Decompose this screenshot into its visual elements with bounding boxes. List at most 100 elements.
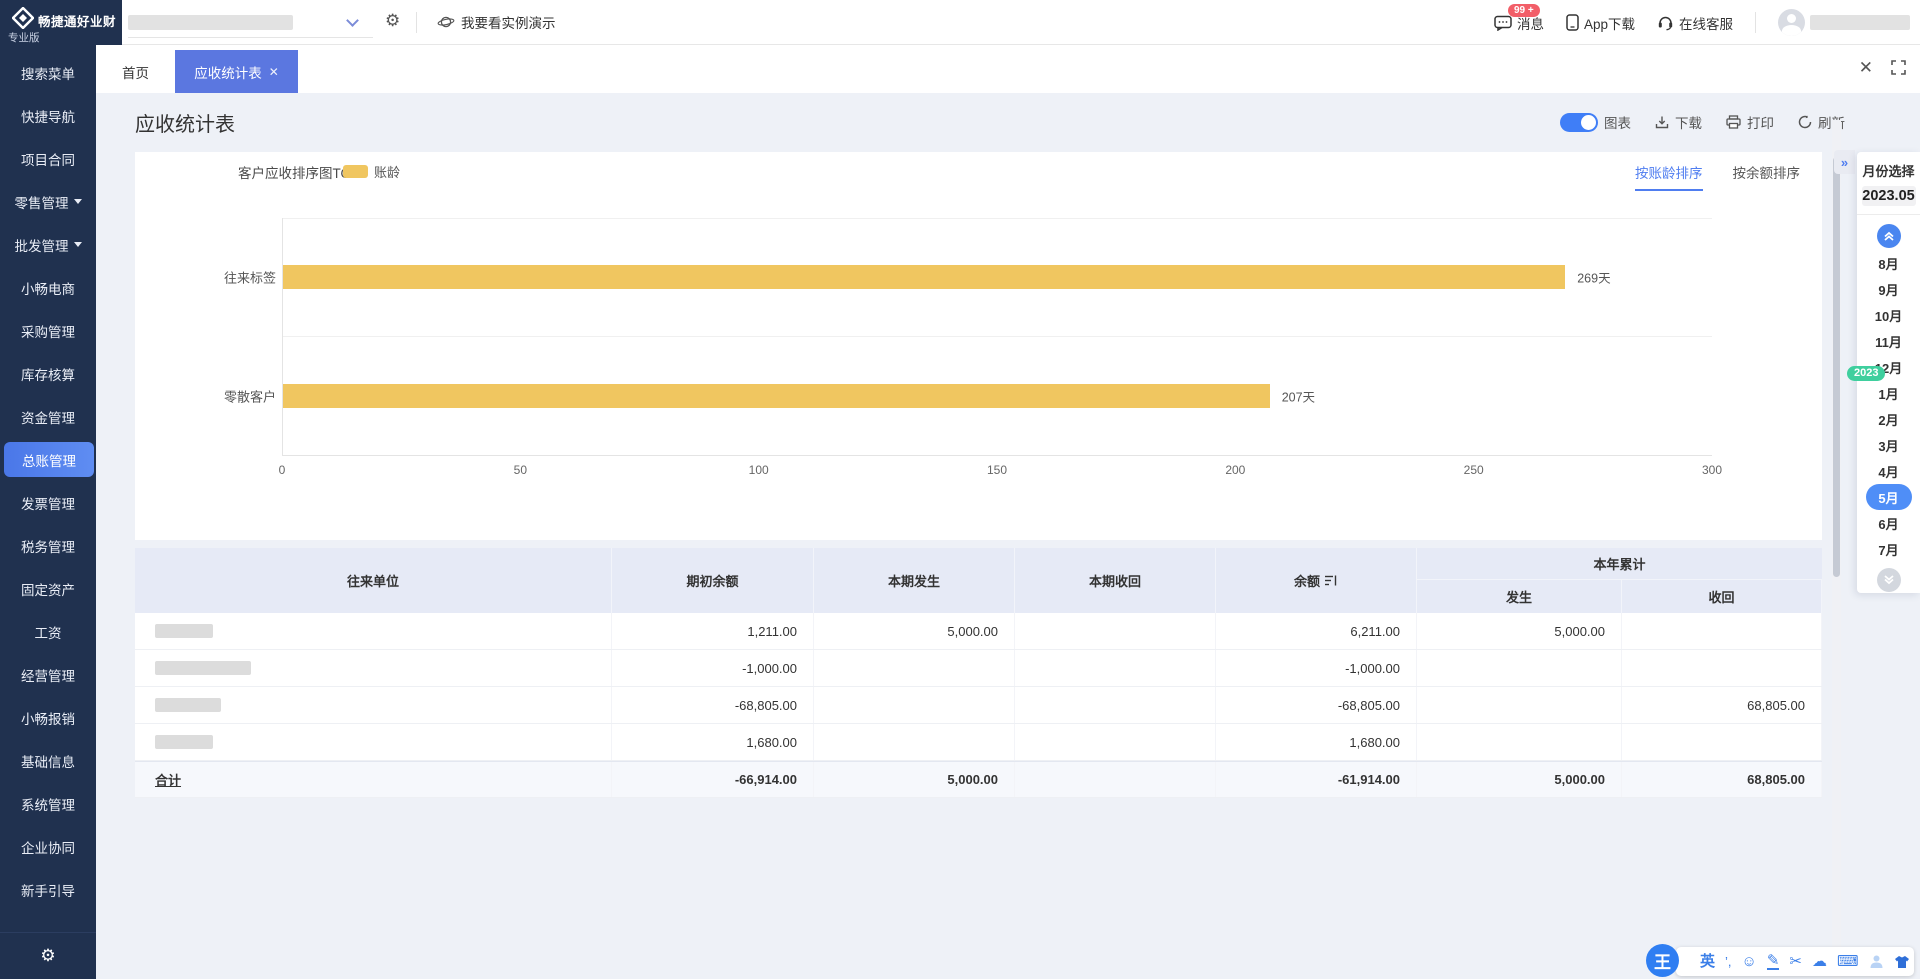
total-link[interactable]: 合计 — [155, 773, 182, 788]
sidebar-item-采购管理[interactable]: 采购管理 — [0, 309, 96, 352]
app-download-button[interactable]: App下载 — [1566, 13, 1635, 33]
tab-receivables-statistics[interactable]: 应收统计表 ✕ — [175, 50, 298, 93]
sidebar-item-基础信息[interactable]: 基础信息 — [0, 739, 96, 782]
col-header-partner[interactable]: 往来单位 — [135, 548, 612, 613]
brand-edition: 专业版 — [8, 32, 40, 44]
sidebar-item-库存核算[interactable]: 库存核算 — [0, 352, 96, 395]
value-cell: 6,211.00 — [1216, 613, 1417, 649]
x-axis-tick: 0 — [278, 463, 286, 477]
message-bubble-icon — [1494, 15, 1512, 31]
toggle-switch[interactable] — [1560, 112, 1598, 132]
month-item-11月[interactable]: 11月 — [1875, 334, 1902, 350]
tab-close-icon[interactable]: ✕ — [268, 64, 279, 79]
sidebar-item-工资[interactable]: 工资 — [0, 610, 96, 653]
month-selector-panel: 月份选择 2023.05 8月 9月 10月 11月 12月 1月 2月 3月 4月 5月 6月 7月… — [1847, 152, 1920, 593]
sidebar-item-小畅报销[interactable]: 小畅报销 — [0, 696, 96, 739]
avatar — [1778, 9, 1805, 36]
skin-shirt-icon[interactable] — [1894, 955, 1910, 969]
col-header-year-received[interactable]: 收回 — [1622, 580, 1822, 613]
month-item-1月[interactable]: 1月 — [1878, 386, 1899, 402]
ime-language-toggle[interactable]: 英 — [1700, 953, 1716, 970]
print-button[interactable]: 打印 — [1726, 112, 1774, 132]
tab-home[interactable]: 首页 — [122, 65, 149, 81]
partner-name-blurred — [155, 698, 221, 712]
sidebar-item-搜索菜单[interactable]: 搜索菜单 — [0, 51, 96, 94]
chart-legend[interactable]: 账龄 — [343, 162, 400, 181]
table-row[interactable]: -68,805.00 -68,805.00 68,805.00 — [135, 687, 1822, 724]
chart-toggle[interactable]: 图表 — [1560, 112, 1631, 132]
month-item-5月[interactable]: 5月 — [1865, 484, 1912, 510]
demo-link[interactable]: 我要看实例演示 — [437, 12, 556, 32]
scrollbar-thumb[interactable] — [1833, 157, 1840, 577]
online-support-button[interactable]: 在线客服 — [1657, 13, 1733, 33]
month-item-7月[interactable]: 7月 — [1878, 542, 1899, 558]
user-icon[interactable] — [1869, 954, 1884, 969]
value-cell — [814, 687, 1015, 723]
ime-punctuation-toggle[interactable]: ’, — [1725, 954, 1732, 969]
sort-tab-按余额排序[interactable]: 按余额排序 — [1732, 166, 1801, 181]
messages-button[interactable]: 99 + 消息 — [1494, 3, 1544, 33]
sort-icon[interactable] — [1325, 575, 1338, 586]
sidebar-item-快捷导航[interactable]: 快捷导航 — [0, 94, 96, 137]
user-account[interactable] — [1778, 9, 1910, 36]
sidebar-settings-button[interactable]: ⚙ — [0, 932, 96, 979]
keyboard-icon[interactable]: ⌨ — [1837, 953, 1859, 970]
month-item-9月[interactable]: 9月 — [1878, 282, 1899, 298]
fullscreen-icon[interactable] — [1891, 60, 1906, 75]
sidebar-item-label: 资金管理 — [21, 410, 75, 426]
month-item-8月[interactable]: 8月 — [1878, 256, 1899, 272]
month-item-2月[interactable]: 2月 — [1878, 412, 1899, 428]
sidebar-item-资金管理[interactable]: 资金管理 — [0, 395, 96, 438]
scissors-icon[interactable]: ✂ — [1789, 953, 1802, 970]
value-cell: 1,680.00 — [1216, 724, 1417, 760]
month-item-4月[interactable]: 4月 — [1878, 464, 1899, 480]
cloud-icon[interactable]: ☁ — [1812, 953, 1827, 970]
scroll-months-up-button[interactable] — [1876, 224, 1901, 248]
legend-swatch — [343, 165, 368, 178]
sidebar-item-税务管理[interactable]: 税务管理 — [0, 524, 96, 567]
partner-name-cell — [135, 687, 612, 723]
sidebar-item-经营管理[interactable]: 经营管理 — [0, 653, 96, 696]
sidebar-item-小畅电商[interactable]: 小畅电商 — [0, 266, 96, 309]
bar-往来标签[interactable] — [283, 265, 1566, 290]
sort-tab-按账龄排序[interactable]: 按账龄排序 — [1635, 162, 1703, 191]
sidebar-item-新手引导[interactable]: 新手引导 — [0, 868, 96, 911]
bar-零散客户[interactable] — [283, 383, 1270, 408]
table-row[interactable]: -1,000.00 -1,000.00 — [135, 650, 1822, 687]
sidebar-item-总账管理[interactable]: 总账管理 — [4, 442, 94, 477]
month-item-10月[interactable]: 10月 — [1874, 308, 1903, 324]
table-row[interactable]: 1,211.00 5,000.00 6,211.00 5,000.00 — [135, 613, 1822, 650]
month-item-6月[interactable]: 6月 — [1878, 516, 1899, 532]
settings-gear-icon[interactable]: ⚙ — [385, 11, 401, 30]
sidebar-item-零售管理[interactable]: 零售管理 — [0, 180, 96, 223]
ime-logo[interactable]: 王 — [1646, 944, 1679, 977]
x-axis-tick: 300 — [1701, 463, 1723, 477]
refresh-icon — [1798, 115, 1812, 129]
value-cell — [814, 724, 1015, 760]
col-header-current-incurred[interactable]: 本期发生 — [814, 548, 1015, 613]
handwriting-pencil-icon[interactable]: ✎ — [1766, 952, 1780, 970]
sidebar-item-批发管理[interactable]: 批发管理 — [0, 223, 96, 266]
value-cell: -68,805.00 — [1216, 687, 1417, 723]
col-header-current-received[interactable]: 本期收回 — [1015, 548, 1216, 613]
close-all-tabs-icon[interactable]: ✕ — [1858, 58, 1873, 77]
sidebar-item-企业协同[interactable]: 企业协同 — [0, 825, 96, 868]
collapse-panel-button[interactable]: » — [1834, 150, 1855, 174]
scroll-months-down-button[interactable] — [1876, 568, 1901, 592]
table-row[interactable]: 1,680.00 1,680.00 — [135, 724, 1822, 761]
sidebar-item-系统管理[interactable]: 系统管理 — [0, 782, 96, 825]
col-header-balance[interactable]: 余额 — [1216, 548, 1417, 613]
month-item-3月[interactable]: 3月 — [1878, 438, 1899, 454]
emoji-icon[interactable]: ☺ — [1741, 953, 1757, 970]
download-button[interactable]: 下载 — [1655, 112, 1702, 132]
org-select-dropdown[interactable] — [128, 8, 373, 38]
sidebar-item-项目合同[interactable]: 项目合同 — [0, 137, 96, 180]
gear-icon: ⚙ — [40, 946, 56, 965]
col-header-opening-balance[interactable]: 期初余额 — [612, 548, 814, 613]
value-cell — [1015, 687, 1216, 723]
vertical-scrollbar[interactable] — [1832, 120, 1841, 979]
sidebar-item-发票管理[interactable]: 发票管理 — [0, 481, 96, 524]
sidebar-item-label: 新手引导 — [21, 883, 75, 899]
sidebar-item-固定资产[interactable]: 固定资产 — [0, 567, 96, 610]
col-header-year-incurred[interactable]: 发生 — [1417, 580, 1622, 613]
